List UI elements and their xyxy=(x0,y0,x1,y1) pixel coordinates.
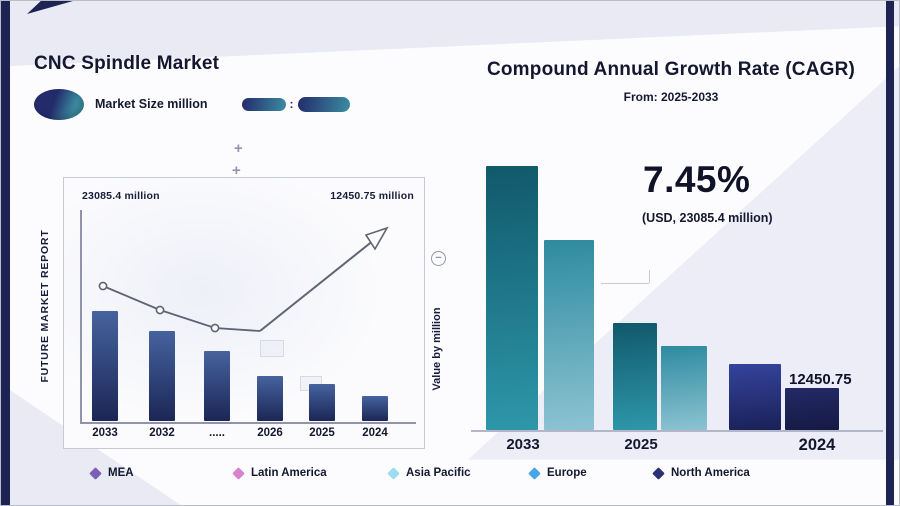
legend-item-asia-pacific: Asia Pacific xyxy=(387,466,471,480)
cagr-baseline xyxy=(471,430,883,432)
bracket-line xyxy=(601,283,649,284)
trend-marker xyxy=(98,281,108,291)
legend-item-mea: MEA xyxy=(89,466,134,480)
trend-marker xyxy=(155,305,165,315)
cagr-title: Compound Annual Growth Rate (CAGR) xyxy=(486,59,856,80)
cagr-bar-2033-b xyxy=(544,240,594,430)
x-tick-label: 2033 xyxy=(92,427,118,439)
corner-wedge-top-left xyxy=(27,1,73,14)
market-size-legend: Market Size million : xyxy=(34,87,350,121)
arrow-shaft xyxy=(259,239,375,332)
legend-label: Latin America xyxy=(251,467,327,479)
bar-ellipsis xyxy=(204,351,230,421)
trend-marker xyxy=(210,323,220,333)
legend-label: North America xyxy=(671,467,750,479)
x-tick-label: 2025 xyxy=(309,427,335,439)
legend-item-north-america: North America xyxy=(652,466,750,480)
x-tick-label: 2026 xyxy=(257,427,283,439)
chart-annotation-right: 12450.75 million xyxy=(330,190,414,202)
left-header: CNC Spindle Market Market Size million : xyxy=(34,53,350,121)
x-tick-label: 2024 xyxy=(362,427,388,439)
plus-icon: + xyxy=(234,140,243,157)
cagr-x-labels: 2033 2025 2024 xyxy=(471,436,883,458)
x-tick-label: 2032 xyxy=(149,427,175,439)
market-size-label: Market Size million xyxy=(95,97,208,111)
legend-label: Europe xyxy=(547,467,587,479)
bar-2024 xyxy=(362,396,388,421)
trend-polyline xyxy=(102,285,261,332)
chart-annotation-left: 23085.4 million xyxy=(82,190,160,202)
pill-separator: : xyxy=(289,97,294,111)
gradient-pills: : xyxy=(241,96,350,112)
bar-2026 xyxy=(257,376,283,421)
cagr-note: (USD, 23085.4 million) xyxy=(642,211,773,225)
cagr-subtitle: From: 2025-2033 xyxy=(623,90,719,104)
bracket-line xyxy=(649,270,650,283)
gradient-pill-icon xyxy=(241,97,286,111)
legend-diamond-icon xyxy=(232,466,245,480)
x-tick-label: 2024 xyxy=(798,436,836,454)
legend-diamond-icon xyxy=(528,466,541,480)
legend-label: Asia Pacific xyxy=(406,467,471,479)
cagr-bar-2033-a xyxy=(486,166,538,430)
ghost-mark xyxy=(260,340,284,357)
bar-2032 xyxy=(149,331,175,421)
legend-diamond-icon xyxy=(387,466,400,480)
cagr-chart: 12450.75 xyxy=(471,151,883,432)
legend-item-latin-america: Latin America xyxy=(232,466,327,480)
page-title: CNC Spindle Market xyxy=(34,53,220,74)
cagr-bar-2024-b xyxy=(785,388,839,430)
future-market-report-label: FUTURE MARKET REPORT xyxy=(39,229,51,383)
edge-strip-right xyxy=(886,1,894,505)
arrowhead-icon xyxy=(364,226,389,251)
y-axis-line xyxy=(80,210,82,422)
bar-2025 xyxy=(309,384,335,421)
gradient-disc-icon xyxy=(34,88,84,120)
cagr-bar-2024-a xyxy=(729,364,781,430)
minus-circle-icon: − xyxy=(431,251,446,266)
bar-2033 xyxy=(92,311,118,421)
gradient-pill-icon xyxy=(297,96,350,112)
market-size-chart: 23085.4 million 12450.75 million 2033 20… xyxy=(63,177,425,449)
cagr-header: Compound Annual Growth Rate (CAGR) From:… xyxy=(456,59,886,104)
x-tick-label: ..... xyxy=(209,427,225,439)
legend-diamond-icon xyxy=(89,466,102,480)
x-axis-line xyxy=(80,422,416,424)
x-tick-label: 2033 xyxy=(506,436,540,453)
value-by-million-label: Value by million xyxy=(431,307,443,391)
legend-label: MEA xyxy=(108,467,134,479)
x-tick-label: 2025 xyxy=(624,436,658,453)
legend-item-europe: Europe xyxy=(528,466,587,480)
plus-icon: + xyxy=(232,162,241,179)
cagr-bar-2025-a xyxy=(613,323,657,430)
cagr-bar-2025-b xyxy=(661,346,707,430)
cagr-value: 7.45% xyxy=(643,159,751,200)
legend-diamond-icon xyxy=(652,466,665,480)
edge-strip-left xyxy=(1,1,10,505)
end-value-label: 12450.75 xyxy=(789,371,852,388)
trend-line-arrow xyxy=(98,226,389,333)
